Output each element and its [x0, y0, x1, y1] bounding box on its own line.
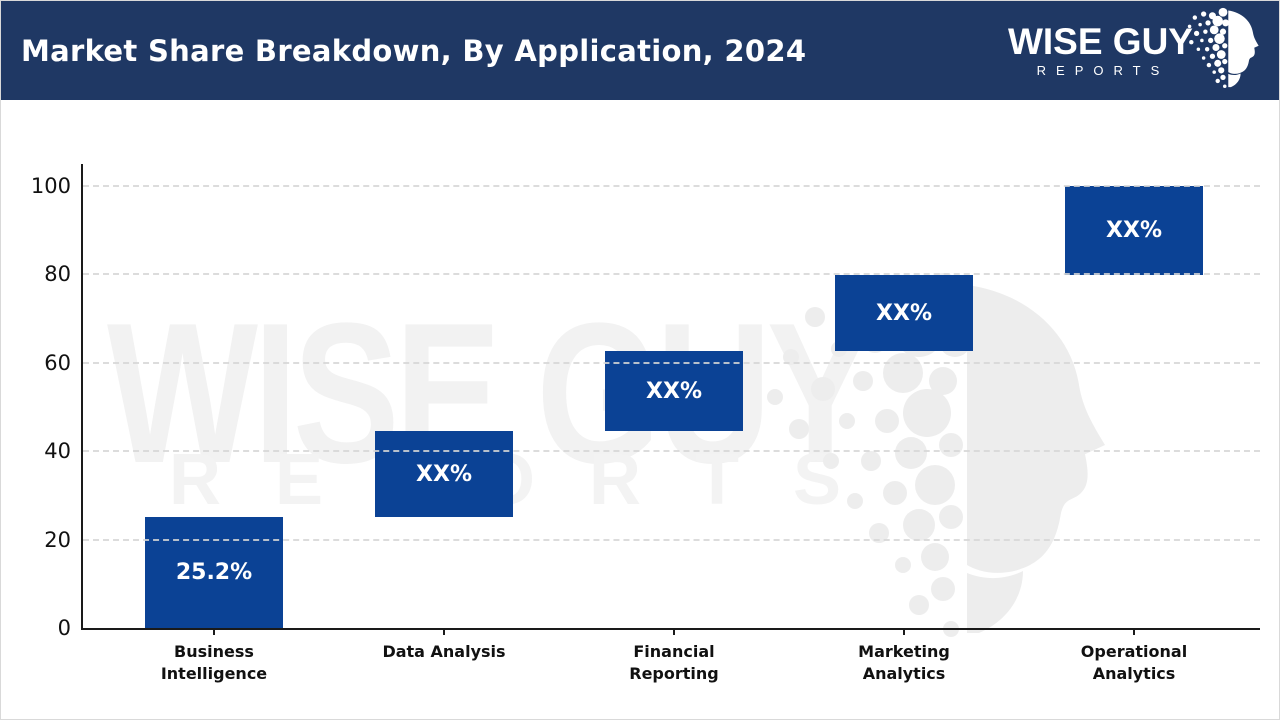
- x-category-label: Business Intelligence: [160, 642, 268, 683]
- bar-value-label: 25.2%: [175, 559, 253, 585]
- x-category-label: Data Analysis: [382, 642, 506, 661]
- y-tick-label: 40: [44, 439, 71, 464]
- bar: XX%: [835, 275, 973, 352]
- x-tick: [213, 628, 215, 635]
- logo-wiseguy-label: WISE GUY: [1007, 21, 1193, 62]
- logo-text: WISE GUY REPORTS: [1008, 23, 1193, 78]
- x-tick: [443, 628, 445, 635]
- y-tick-label: 80: [44, 262, 71, 287]
- x-tick: [903, 628, 905, 635]
- wise-guy-reports-logo: WISE GUY REPORTS: [1008, 7, 1267, 95]
- bar: XX%: [375, 431, 513, 517]
- y-tick-label: 60: [44, 350, 71, 375]
- y-tick-label: 0: [57, 616, 71, 640]
- gridline: [83, 185, 1260, 188]
- bar-value-label: XX%: [646, 378, 702, 404]
- logo-head-icon: [1179, 7, 1267, 95]
- x-category-label: Operational Analytics: [1080, 642, 1188, 683]
- page-title: Market Share Breakdown, By Application, …: [21, 33, 807, 68]
- bar-value-label: XX%: [416, 461, 472, 487]
- bar: XX%: [1065, 186, 1203, 276]
- x-category-label: Financial Reporting: [629, 642, 719, 683]
- gridline: [83, 450, 1260, 453]
- bar-value-label: XX%: [1106, 218, 1162, 244]
- bar: 25.2%: [145, 516, 283, 628]
- bar-value-label: XX%: [876, 300, 932, 326]
- head-dots-icon: [1184, 7, 1259, 88]
- chart-plot-area: 25.2% XX% XX% XX% XX% 0 20 40 60 80 100 Business In…: [31, 164, 1260, 683]
- y-tick-label: 20: [44, 527, 71, 552]
- x-tick: [673, 628, 675, 635]
- x-category-label: Marketing Analytics: [858, 642, 950, 683]
- header-bar: Market Share Breakdown, By Application, …: [1, 1, 1279, 100]
- gridline: [83, 538, 1260, 541]
- x-tick: [1133, 628, 1135, 635]
- y-tick-label: 100: [30, 174, 71, 199]
- bar: XX%: [605, 351, 743, 432]
- gridline: [83, 361, 1260, 364]
- gridline: [83, 273, 1260, 276]
- logo-reports-label: REPORTS: [1036, 63, 1170, 78]
